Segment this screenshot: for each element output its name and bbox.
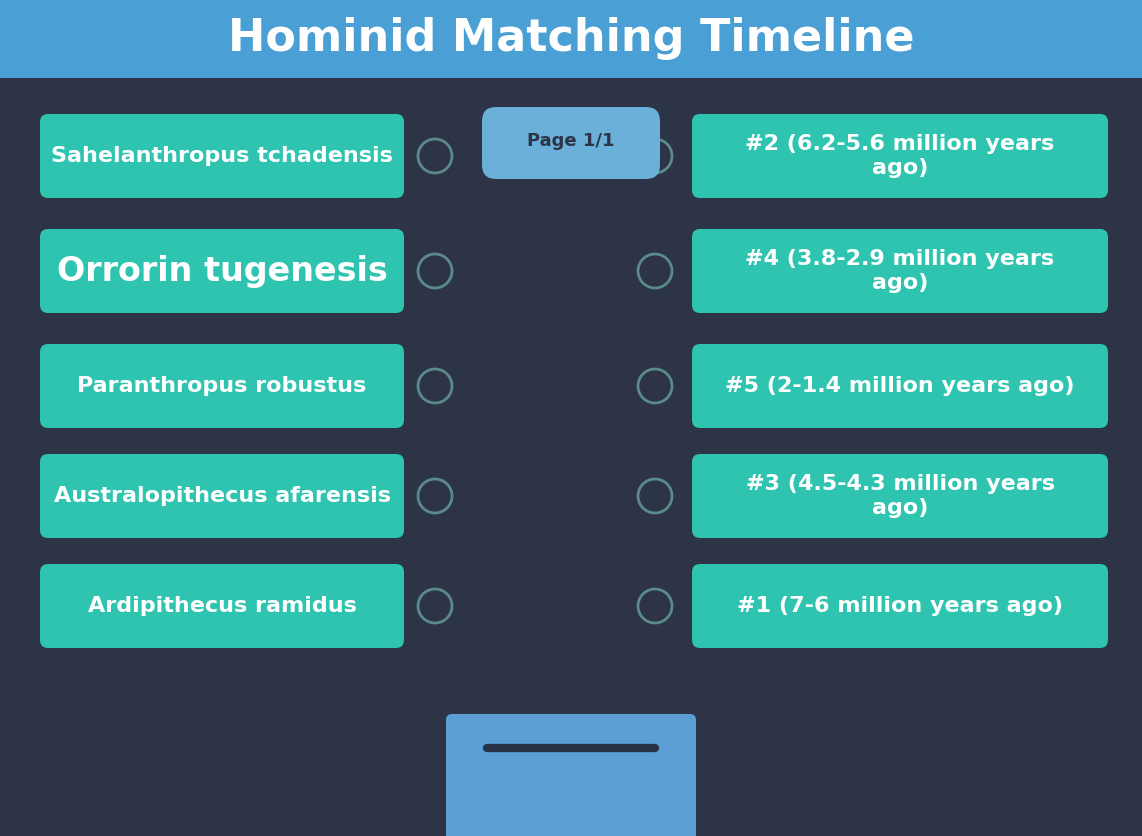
Text: #1 (7-6 million years ago): #1 (7-6 million years ago) [737,596,1063,616]
FancyBboxPatch shape [692,564,1108,648]
Text: #4 (3.8-2.9 million years
ago): #4 (3.8-2.9 million years ago) [746,249,1054,293]
Text: Ardipithecus ramidus: Ardipithecus ramidus [88,596,356,616]
Circle shape [418,479,452,513]
FancyBboxPatch shape [692,454,1108,538]
FancyBboxPatch shape [692,229,1108,313]
Text: #5 (2-1.4 million years ago): #5 (2-1.4 million years ago) [725,376,1075,396]
FancyBboxPatch shape [40,344,404,428]
Circle shape [418,369,452,403]
FancyBboxPatch shape [40,454,404,538]
Text: Hominid Matching Timeline: Hominid Matching Timeline [227,18,915,60]
Circle shape [638,369,671,403]
Text: Sahelanthropus tchadensis: Sahelanthropus tchadensis [51,146,393,166]
Text: #2 (6.2-5.6 million years
ago): #2 (6.2-5.6 million years ago) [746,134,1054,178]
FancyBboxPatch shape [0,0,1142,78]
Circle shape [638,254,671,288]
Text: #3 (4.5-4.3 million years
ago): #3 (4.5-4.3 million years ago) [746,474,1054,518]
Text: Australopithecus afarensis: Australopithecus afarensis [54,486,391,506]
Circle shape [418,589,452,623]
Circle shape [418,139,452,173]
Circle shape [418,254,452,288]
FancyBboxPatch shape [692,344,1108,428]
Circle shape [638,139,671,173]
Text: Orrorin tugenesis: Orrorin tugenesis [57,254,387,288]
Text: Page 1/1: Page 1/1 [528,132,614,150]
Circle shape [638,479,671,513]
Text: Paranthropus robustus: Paranthropus robustus [78,376,367,396]
FancyBboxPatch shape [40,229,404,313]
FancyBboxPatch shape [40,564,404,648]
FancyBboxPatch shape [40,114,404,198]
FancyBboxPatch shape [482,107,660,179]
FancyBboxPatch shape [692,114,1108,198]
Circle shape [638,589,671,623]
FancyBboxPatch shape [447,714,695,836]
